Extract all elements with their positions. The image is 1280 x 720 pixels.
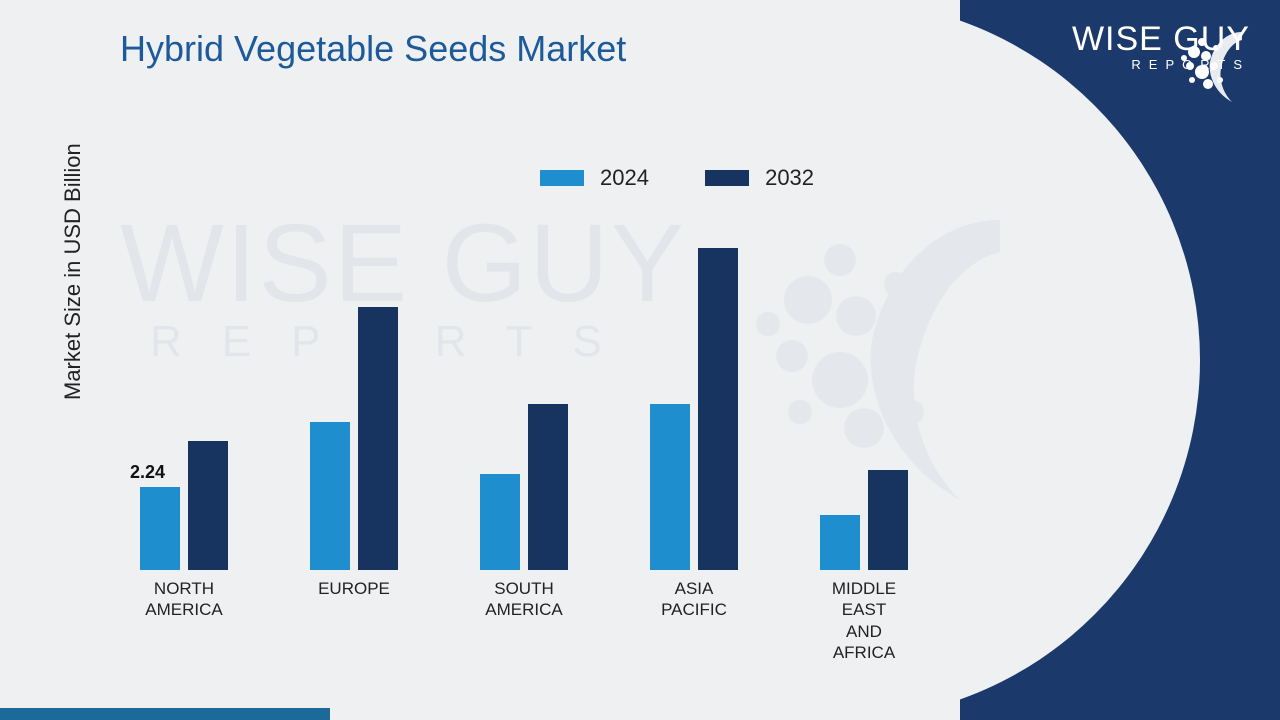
- legend-swatch-2024: [540, 170, 584, 186]
- bar-2024: [480, 474, 520, 570]
- bar-2032: [528, 404, 568, 571]
- x-axis-label: ASIAPACIFIC: [614, 570, 774, 621]
- bar-2032: [698, 248, 738, 570]
- bar-value-label: 2.24: [130, 462, 165, 483]
- brand-logo: WISE GUY REPORTS: [1072, 20, 1250, 72]
- brand-bottom: REPORTS: [1072, 57, 1250, 72]
- legend-item-2032: 2032: [705, 165, 814, 191]
- legend-label-2032: 2032: [765, 165, 814, 191]
- footer-accent: [0, 708, 330, 720]
- stage: WISE GUY REPORTS Hybrid Vegetable Seeds …: [0, 0, 1280, 720]
- x-axis-label: NORTHAMERICA: [104, 570, 264, 621]
- x-axis-label: SOUTHAMERICA: [444, 570, 604, 621]
- bar-2024: [650, 404, 690, 571]
- bar-2032: [188, 441, 228, 571]
- chart-title: Hybrid Vegetable Seeds Market: [120, 28, 626, 70]
- bar-2032: [358, 307, 398, 570]
- x-axis-label: MIDDLEEASTANDAFRICA: [784, 570, 944, 663]
- plot-area: 2.24NORTHAMERICAEUROPESOUTHAMERICAASIAPA…: [120, 200, 940, 570]
- x-axis-label: EUROPE: [274, 570, 434, 599]
- brand-top: WISE GUY: [1072, 20, 1250, 59]
- legend-swatch-2032: [705, 170, 749, 186]
- bar-2024: [820, 515, 860, 571]
- bar-2032: [868, 470, 908, 570]
- legend-label-2024: 2024: [600, 165, 649, 191]
- bar-2024: [140, 487, 180, 570]
- legend: 2024 2032: [540, 165, 864, 192]
- bar-2024: [310, 422, 350, 570]
- legend-item-2024: 2024: [540, 165, 649, 191]
- y-axis-label: Market Size in USD Billion: [60, 143, 86, 400]
